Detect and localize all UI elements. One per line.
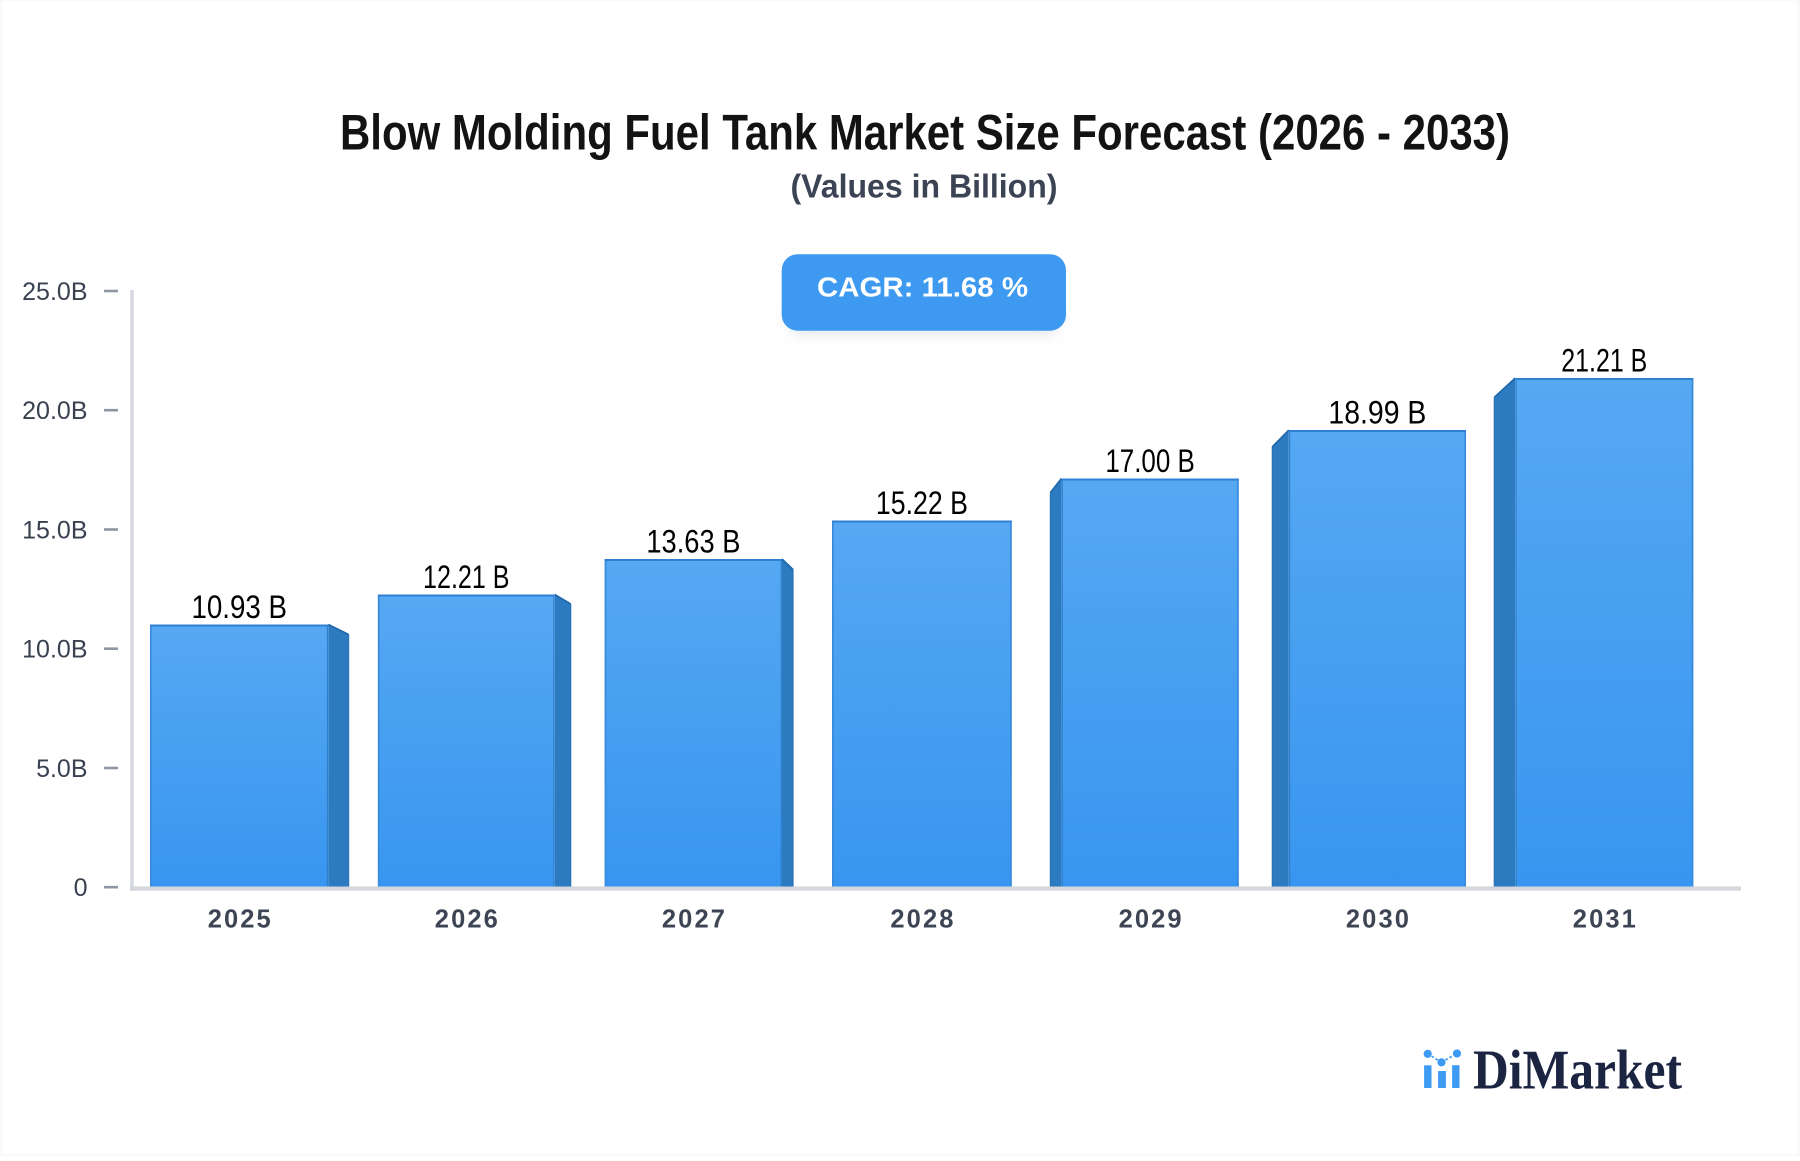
svg-text:DiMarket: DiMarket	[1473, 1040, 1682, 1102]
svg-text:(Values in Billion): (Values in Billion)	[791, 168, 1058, 205]
svg-text:20.0B: 20.0B	[22, 397, 87, 425]
svg-text:10.93 B: 10.93 B	[191, 589, 287, 625]
svg-text:15.0B: 15.0B	[22, 517, 87, 545]
svg-text:21.21 B: 21.21 B	[1561, 343, 1647, 379]
svg-text:10.0B: 10.0B	[22, 636, 87, 664]
svg-text:CAGR: 11.68 %: CAGR: 11.68 %	[817, 272, 1028, 303]
svg-text:13.63 B: 13.63 B	[646, 524, 740, 560]
svg-text:17.00 B: 17.00 B	[1105, 443, 1195, 479]
svg-text:25.0B: 25.0B	[22, 278, 87, 306]
svg-text:15.22 B: 15.22 B	[876, 485, 968, 521]
svg-text:12.21 B: 12.21 B	[423, 559, 510, 595]
svg-text:0: 0	[74, 874, 88, 902]
svg-text:18.99 B: 18.99 B	[1328, 395, 1426, 431]
svg-text:Blow Molding Fuel Tank Market: Blow Molding Fuel Tank Market Size Forec…	[340, 105, 1510, 161]
svg-text:5.0B: 5.0B	[36, 755, 87, 783]
